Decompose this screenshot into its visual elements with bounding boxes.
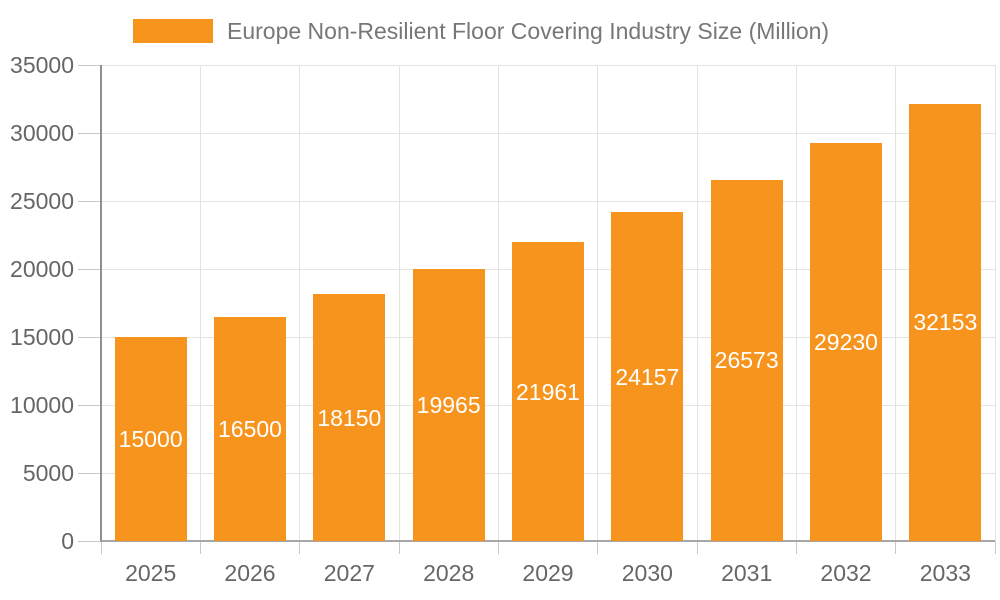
y-tick-label: 0 — [61, 528, 74, 554]
gridline-vertical — [696, 65, 698, 541]
gridline-vertical — [398, 65, 400, 541]
legend-item[interactable]: Europe Non-Resilient Floor Covering Indu… — [133, 18, 829, 44]
bar-2025[interactable] — [114, 337, 187, 541]
y-tick-label: 5000 — [22, 460, 74, 486]
x-tick-label: 2030 — [621, 560, 673, 586]
bar-value-label: 29230 — [814, 329, 878, 356]
x-tick-label: 2031 — [721, 560, 773, 586]
y-axis-tick — [78, 200, 101, 202]
gridline-vertical — [597, 65, 599, 541]
bar-value-label: 15000 — [118, 426, 183, 452]
y-tick-label: 15000 — [10, 324, 74, 350]
y-axis-tick — [78, 540, 101, 542]
x-tick-label: 2029 — [522, 560, 574, 586]
legend-label: Europe Non-Resilient Floor Covering Indu… — [227, 18, 830, 44]
y-tick-label: 25000 — [10, 188, 74, 214]
y-tick-label: 10000 — [10, 392, 74, 418]
gridline-horizontal — [101, 64, 995, 66]
bar-2029[interactable] — [512, 242, 584, 541]
x-axis-tick — [696, 541, 698, 554]
x-axis-line — [101, 540, 995, 542]
y-axis-tick — [78, 268, 101, 270]
x-axis-tick — [299, 541, 301, 554]
y-axis-tick — [78, 132, 101, 134]
bar-2031[interactable] — [710, 179, 783, 541]
bar-value-label: 21961 — [516, 378, 580, 405]
bar-2026[interactable] — [214, 316, 286, 541]
x-axis-tick — [795, 541, 797, 554]
gridline-vertical — [497, 65, 499, 541]
x-axis-tick — [497, 541, 499, 554]
x-tick-label: 2025 — [125, 560, 177, 586]
y-tick-label: 20000 — [10, 256, 74, 282]
bar-value-label: 16500 — [218, 415, 282, 442]
gridline-vertical — [299, 65, 301, 541]
y-axis-tick — [78, 64, 101, 66]
y-tick-label: 30000 — [10, 120, 74, 146]
x-tick-label: 2032 — [820, 560, 872, 586]
x-axis-tick — [597, 541, 599, 554]
gridline-vertical — [795, 65, 797, 541]
y-axis-tick — [78, 404, 101, 406]
bar-value-label: 19965 — [416, 392, 481, 419]
x-tick-label: 2033 — [919, 560, 971, 586]
gridline-horizontal — [101, 132, 995, 134]
x-axis-tick — [100, 541, 102, 554]
bar-value-label: 18150 — [317, 404, 382, 431]
x-axis-tick — [895, 541, 897, 554]
bar-value-label: 26573 — [714, 347, 779, 374]
y-axis-tick — [78, 472, 101, 474]
legend-swatch — [133, 19, 213, 43]
gridline-horizontal — [101, 200, 995, 202]
x-tick-label: 2028 — [423, 560, 475, 586]
gridline-vertical — [994, 65, 996, 541]
bar-2032[interactable] — [810, 143, 882, 541]
bar-value-label: 24157 — [615, 363, 680, 390]
x-axis-tick — [199, 541, 201, 554]
y-axis-line — [100, 65, 102, 542]
x-tick-label: 2026 — [224, 560, 276, 586]
gridline-vertical — [199, 65, 201, 541]
gridline-vertical — [895, 65, 897, 541]
bar-value-label: 32153 — [913, 309, 978, 336]
y-axis-tick — [78, 336, 101, 338]
y-tick-label: 35000 — [10, 52, 74, 78]
x-axis-tick — [994, 541, 996, 554]
x-tick-label: 2027 — [323, 560, 375, 586]
bar-2027[interactable] — [313, 294, 386, 541]
bar-2030[interactable] — [611, 212, 684, 541]
bar-2028[interactable] — [412, 269, 485, 541]
bar-2033[interactable] — [909, 103, 982, 541]
x-axis-tick — [398, 541, 400, 554]
